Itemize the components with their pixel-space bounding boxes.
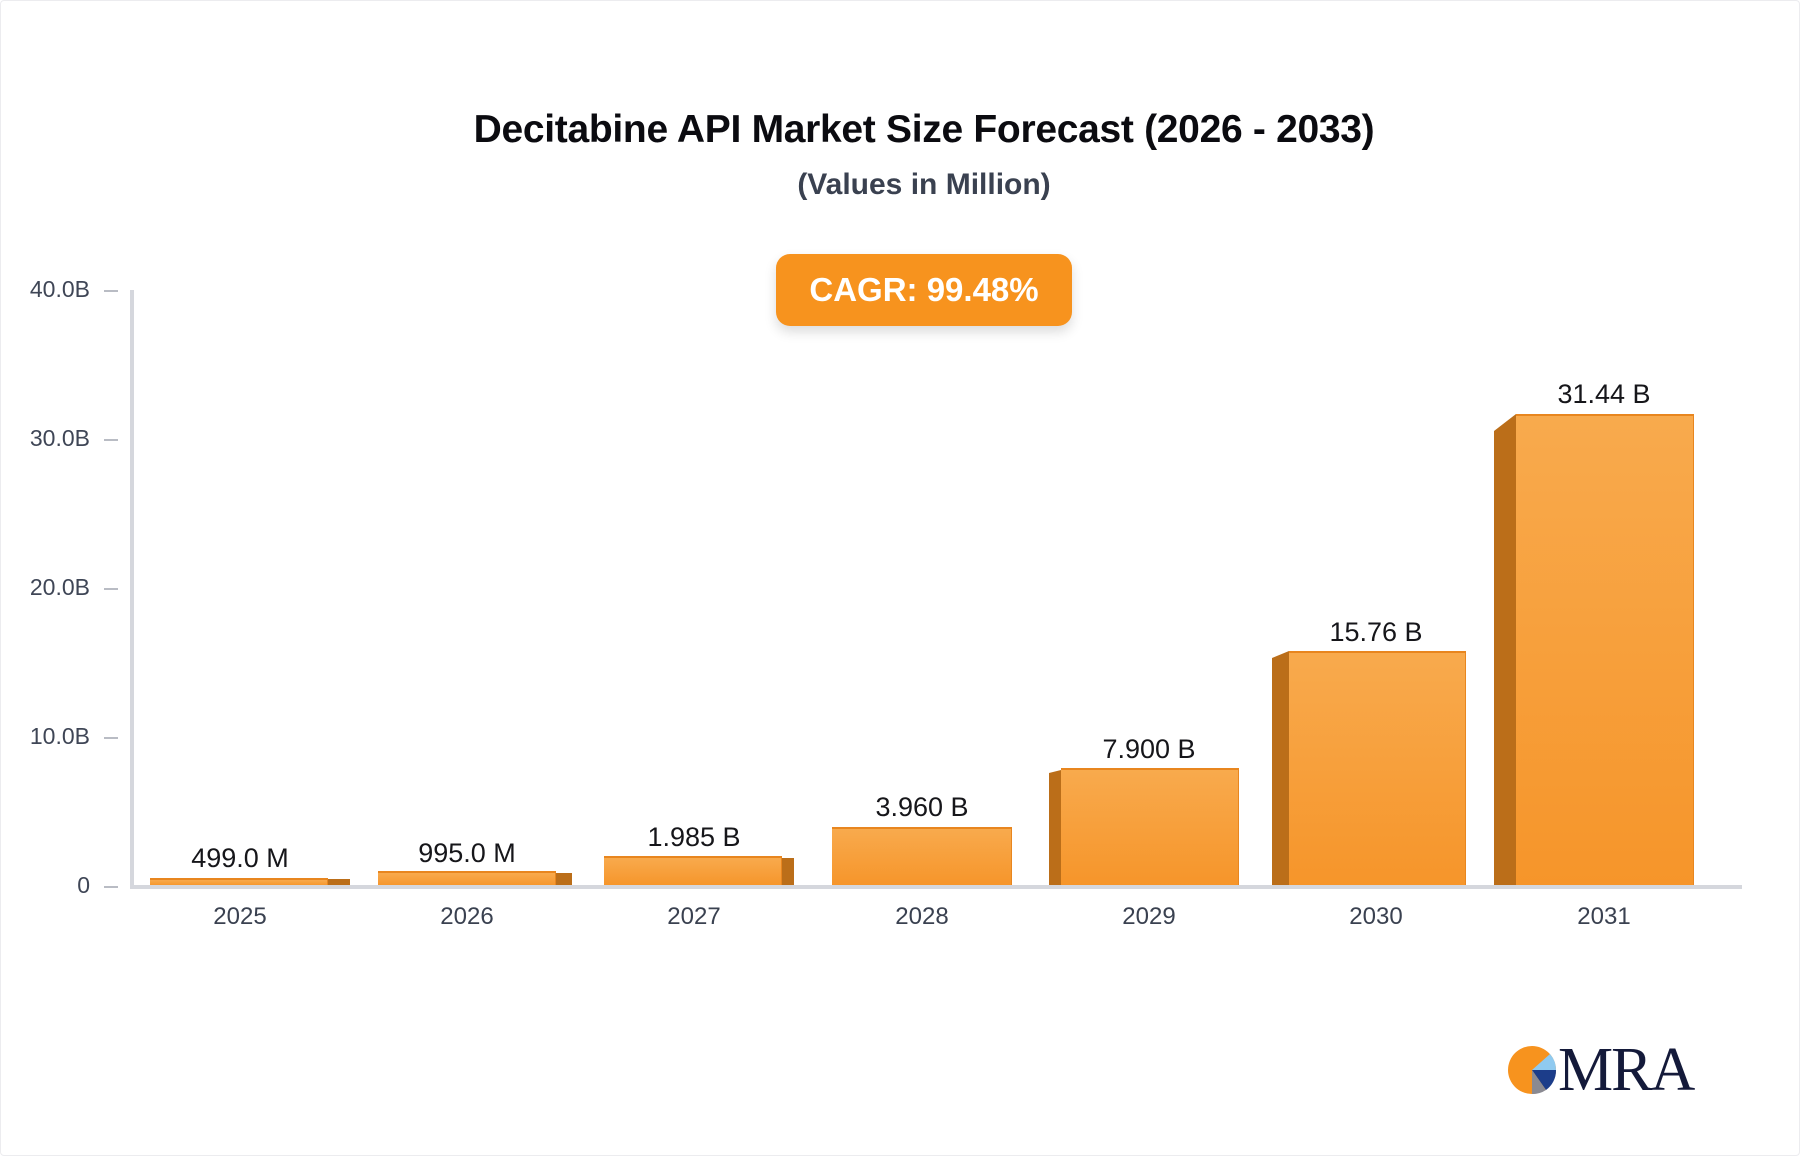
y-tick-mark xyxy=(104,737,118,739)
x-tick-label: 2027 xyxy=(667,903,721,930)
bar-face xyxy=(150,878,328,886)
pie-logo-icon xyxy=(1508,1046,1557,1095)
bar-face xyxy=(1516,414,1694,886)
y-tick-mark xyxy=(104,886,118,888)
y-tick-mark xyxy=(104,439,118,441)
y-tick-label: 20.0B xyxy=(29,574,90,600)
bar-2030[interactable] xyxy=(1272,651,1466,886)
x-tick-label: 2029 xyxy=(1122,903,1176,930)
y-tick-label: 0 xyxy=(77,872,90,898)
x-axis-line xyxy=(130,885,1742,889)
bar-value-label: 3.960 B xyxy=(875,792,969,822)
bar-face xyxy=(604,856,782,886)
bar-2025[interactable] xyxy=(150,878,350,886)
bar-value-label: 7.900 B xyxy=(1102,734,1196,764)
bar-2027[interactable] xyxy=(604,856,794,886)
bar-face xyxy=(378,871,556,886)
bar-2026[interactable] xyxy=(378,871,572,886)
bar-side xyxy=(1049,770,1061,886)
y-tick-mark xyxy=(104,290,118,292)
bar-side xyxy=(1494,414,1516,886)
bar-face xyxy=(1289,651,1466,886)
x-tick-label: 2030 xyxy=(1349,903,1403,930)
x-tick-label: 2031 xyxy=(1577,903,1631,930)
y-tick-label: 30.0B xyxy=(29,425,90,451)
bar-value-label: 1.985 B xyxy=(647,822,741,852)
chart-title: Decitabine API Market Size Forecast (202… xyxy=(473,108,1375,151)
bar-value-label: 31.44 B xyxy=(1557,379,1651,409)
y-tick-mark xyxy=(104,588,118,590)
bar-2029[interactable] xyxy=(1049,768,1239,886)
cagr-badge: CAGR: 99.48% xyxy=(776,254,1072,326)
bar-side xyxy=(1272,651,1289,886)
bar-side xyxy=(782,858,794,886)
bar-value-label: 499.0 M xyxy=(191,843,289,873)
y-tick-label: 40.0B xyxy=(29,276,90,302)
x-tick-label: 2025 xyxy=(213,903,267,930)
bar-face xyxy=(832,827,1012,886)
logo-text: MRA xyxy=(1558,1036,1695,1104)
bar-2031[interactable] xyxy=(1494,414,1694,886)
bar-face xyxy=(1061,768,1239,886)
bar-side xyxy=(328,879,350,886)
y-tick-label: 10.0B xyxy=(29,723,90,749)
x-tick-label: 2028 xyxy=(895,903,949,930)
bar-value-label: 15.76 B xyxy=(1329,617,1423,647)
y-axis-line xyxy=(130,290,134,888)
bar-side xyxy=(556,873,572,886)
chart-subtitle: (Values in Million) xyxy=(797,168,1051,201)
bar-2028[interactable] xyxy=(832,827,1012,886)
mra-logo: MRA xyxy=(1506,1036,1696,1104)
bar-value-label: 995.0 M xyxy=(418,838,516,868)
x-tick-label: 2026 xyxy=(440,903,494,930)
